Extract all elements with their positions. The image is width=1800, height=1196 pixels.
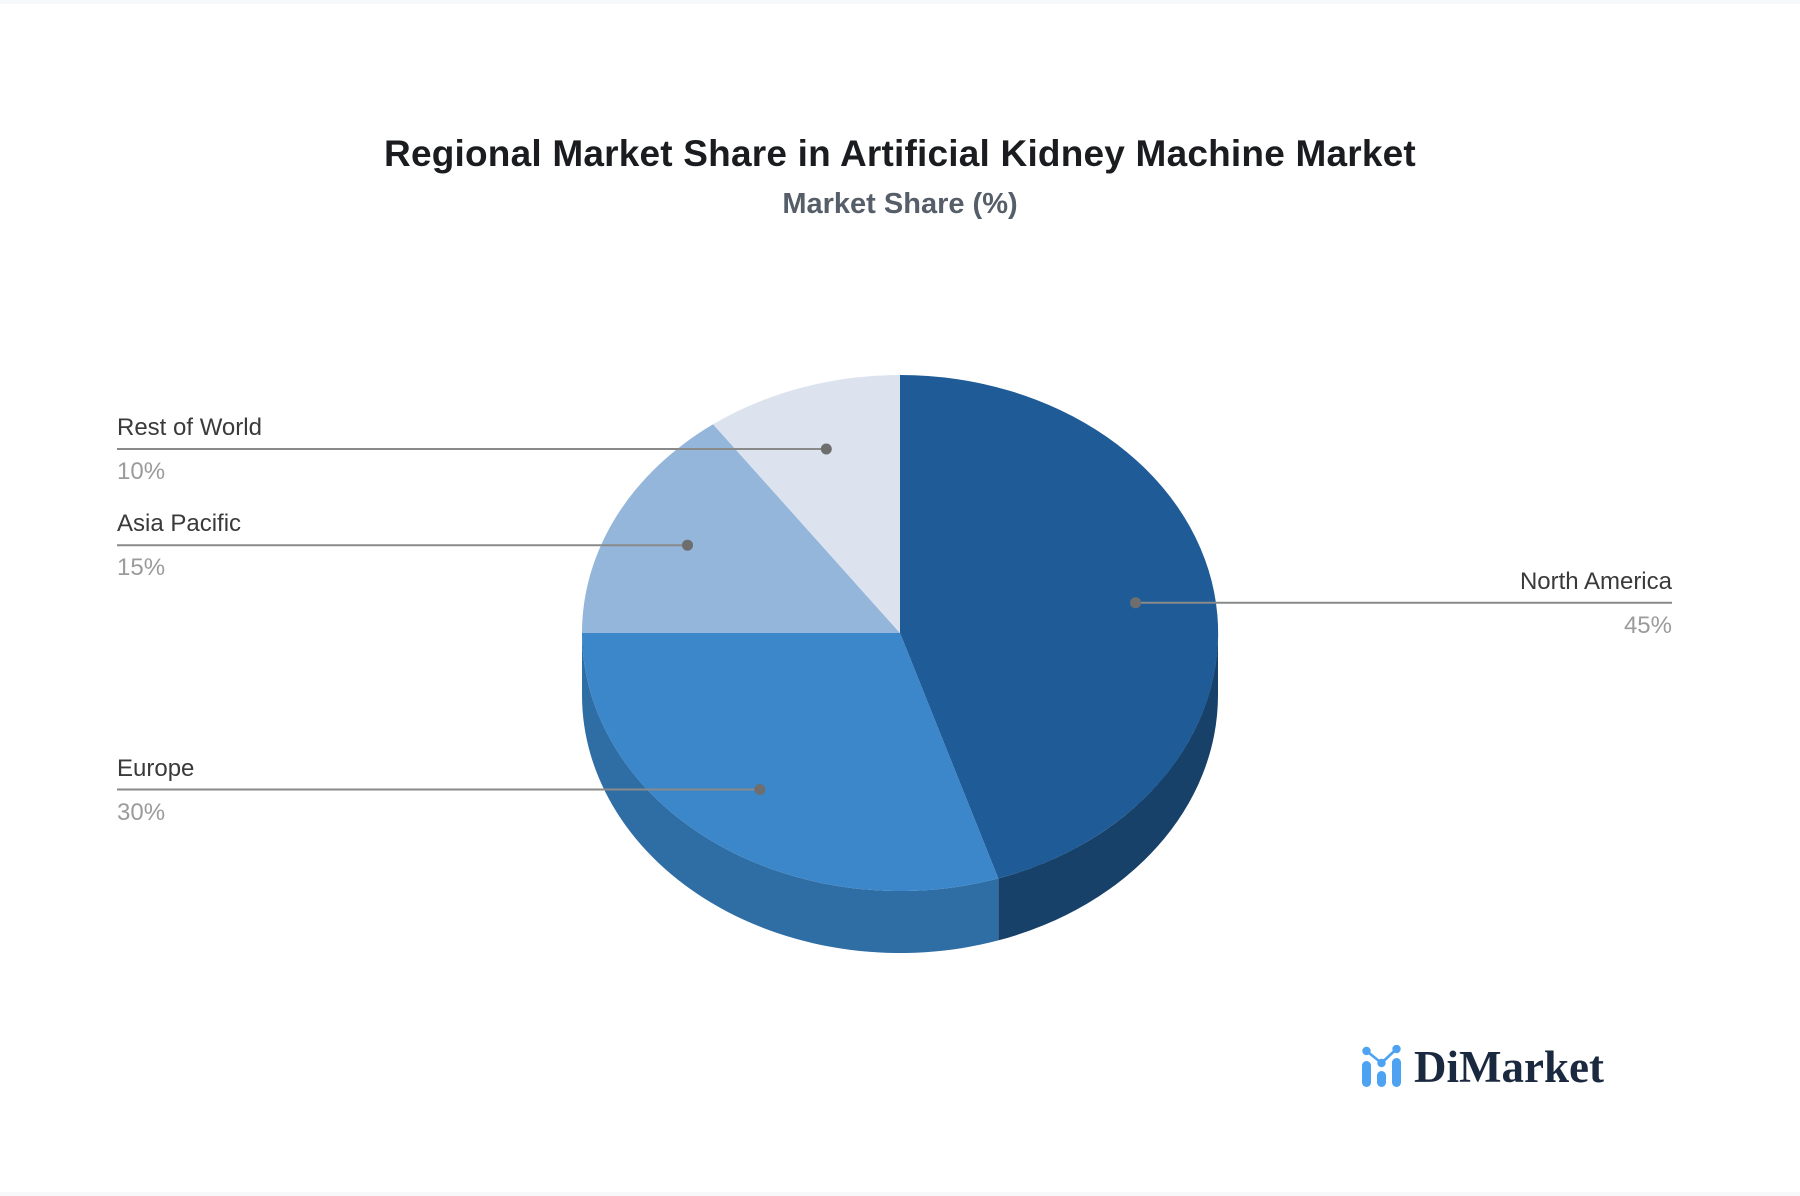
slice-value: 30% — [117, 799, 166, 826]
pie-3d-rim — [582, 633, 1218, 954]
pie-slice-asia-pacific — [582, 424, 900, 633]
bar-line-chart-icon — [1362, 1045, 1401, 1087]
slice-label: Rest of World — [117, 414, 262, 442]
pie-slice-europe — [582, 633, 999, 892]
pie-rim-segment — [998, 633, 1218, 941]
chart-subtitle: Market Share (%) — [782, 188, 1018, 220]
pie-slice-rest-of-world — [713, 375, 900, 633]
slice-label: Asia Pacific — [117, 510, 242, 538]
slice-value: 15% — [117, 554, 166, 581]
leader-dot — [820, 443, 832, 455]
slice-value: 45% — [1623, 612, 1672, 639]
top-edge-strip — [0, 0, 1800, 4]
pie-top-face — [582, 374, 1219, 892]
slice-label: Europe — [117, 755, 195, 783]
slice-value: 10% — [117, 458, 166, 485]
leader-lines — [117, 443, 1672, 795]
chart-title: Regional Market Share in Artificial Kidn… — [384, 133, 1416, 174]
brand-name: DiMarket — [1414, 1042, 1604, 1092]
pie-slice-north-america — [900, 374, 1219, 879]
leader-dot — [1130, 597, 1142, 609]
leader-dot — [682, 539, 693, 551]
leader-dot — [754, 784, 766, 795]
pie-rim-segment — [582, 633, 999, 954]
bottom-edge-strip — [0, 1192, 1800, 1196]
slice-label: North America — [1519, 568, 1672, 596]
